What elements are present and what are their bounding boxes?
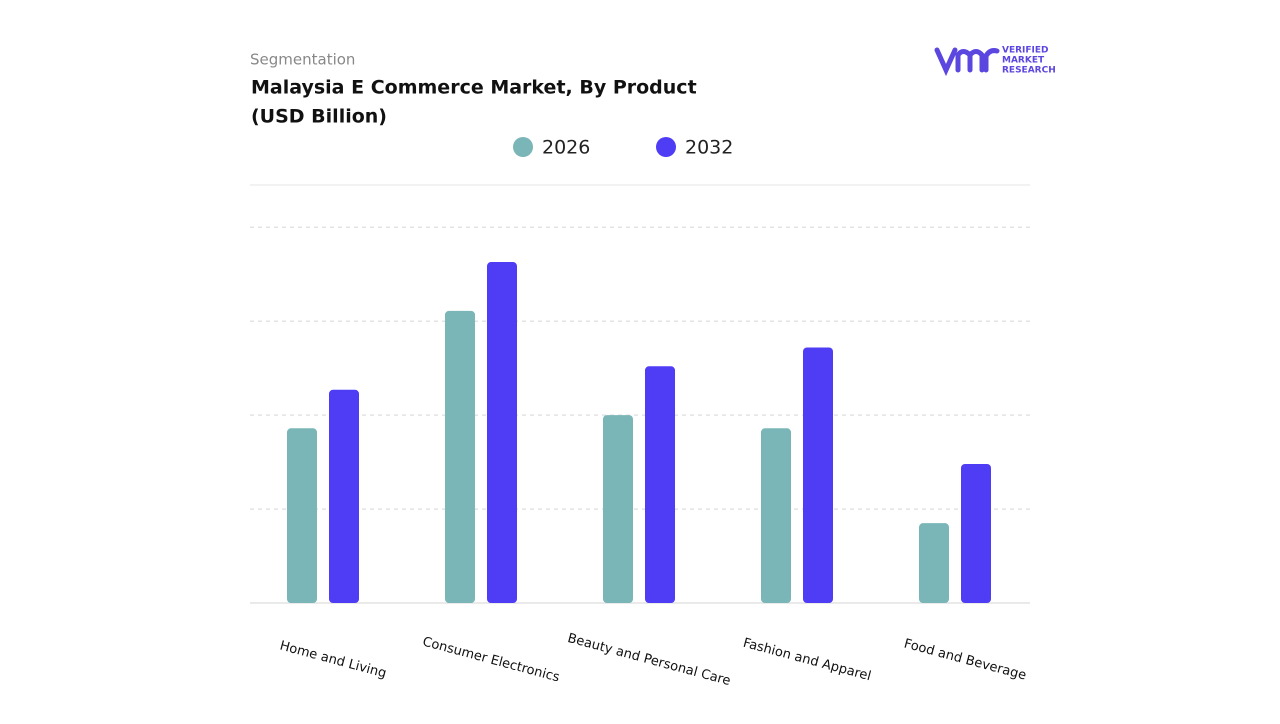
subtitle: Segmentation <box>250 51 355 69</box>
bar <box>919 523 949 603</box>
logo-text: RESEARCH <box>1002 66 1056 76</box>
bar <box>445 310 475 603</box>
bar <box>803 347 833 603</box>
bar <box>603 415 633 603</box>
bar <box>287 428 317 603</box>
x-tick-label: Fashion and Apparel <box>741 636 872 685</box>
logo-text: MARKET <box>1002 56 1045 66</box>
logo-text: VERIFIED <box>1002 46 1049 56</box>
x-tick-label: Home and Living <box>278 639 388 682</box>
chart-title: Malaysia E Commerce Market, By Product <box>251 77 697 99</box>
bar <box>961 463 991 603</box>
x-tick-label: Food and Beverage <box>902 636 1028 683</box>
bar <box>761 428 791 603</box>
x-tick-label: Consumer Electronics <box>421 634 562 685</box>
bar <box>645 366 675 603</box>
chart-title: (USD Billion) <box>251 106 387 128</box>
legend-label: 2026 <box>542 137 590 159</box>
legend-label: 2032 <box>685 137 733 159</box>
bar <box>487 262 517 603</box>
logo: VERIFIED MARKET RESEARCH <box>934 46 1056 77</box>
x-tick-label: Beauty and Personal Care <box>566 631 732 689</box>
legend-marker <box>656 137 676 157</box>
bar <box>329 389 359 603</box>
legend-marker <box>513 137 533 157</box>
